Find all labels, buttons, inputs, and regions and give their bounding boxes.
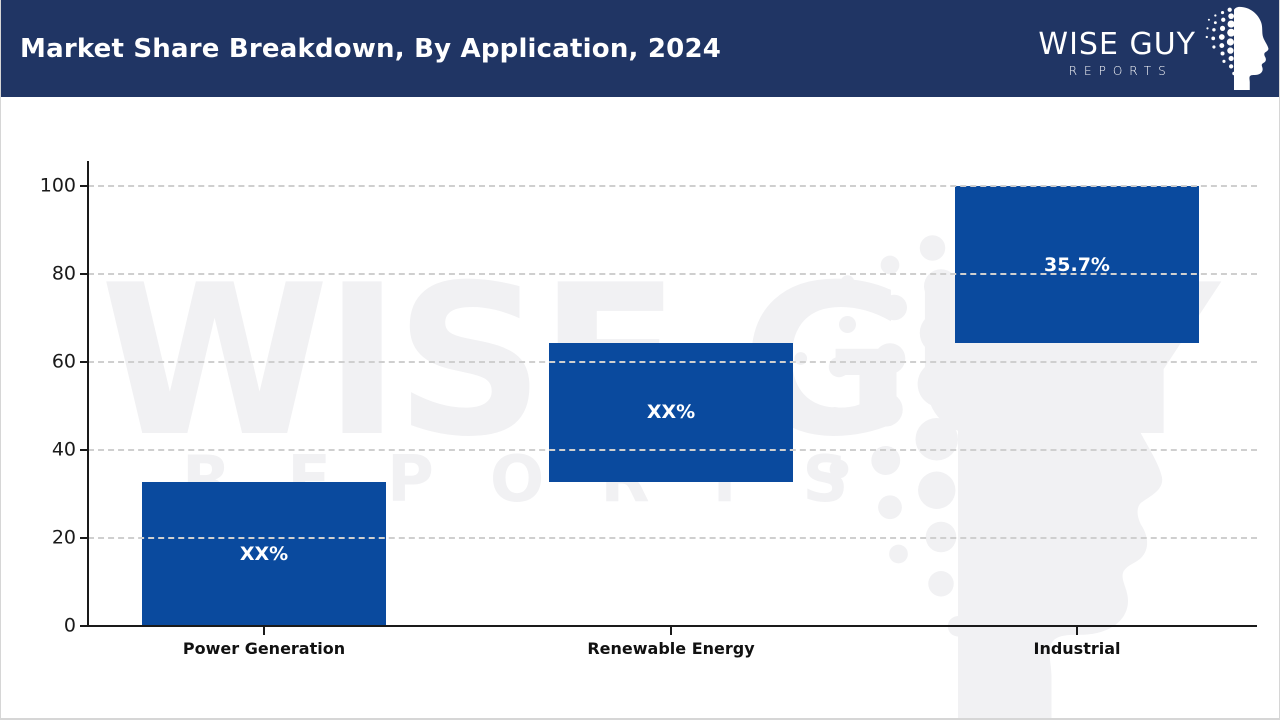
logo-subtext: REPORTS [1068,64,1173,78]
y-axis-tick-label: 20 [51,526,76,549]
y-axis-tick [80,625,88,627]
bar-renewable-energy [549,343,793,482]
bar-industrial [955,186,1199,344]
y-axis-tick-label: 0 [63,614,76,637]
y-axis-tick [80,361,88,363]
logo-head-dots-icon [1205,6,1269,90]
y-axis-tick-label: 80 [51,262,76,285]
x-axis-spine [87,625,1257,627]
x-axis-tick [1076,627,1078,635]
gridline-y40 [88,449,1257,451]
bar-value-label: XX% [239,542,289,565]
bar-power-generation [142,481,386,626]
gridline-y60 [88,361,1257,363]
chart-title: Market Share Breakdown, By Application, … [20,33,722,64]
y-axis-tick [80,449,88,451]
y-axis-tick [80,273,88,275]
gridline-y80 [88,273,1257,275]
x-axis-category-label: Renewable Energy [587,639,755,658]
x-axis-tick [263,627,265,635]
y-axis-tick [80,185,88,187]
y-axis-tick [80,537,88,539]
x-axis-category-label: Industrial [1033,639,1121,658]
y-axis-tick-label: 60 [51,350,76,373]
bar-value-label: XX% [646,401,696,424]
x-axis-category-label: Power Generation [182,639,346,658]
logo-wordmark: WISE GUY [1038,27,1196,62]
y-axis-tick-label: 100 [39,174,76,197]
y-axis-spine [87,161,89,627]
header-bar: Market Share Breakdown, By Application, … [0,0,1280,97]
gridline-y20 [88,537,1257,539]
bar-value-label: 35.7% [1044,253,1110,276]
gridline-y100 [88,185,1257,187]
x-axis-tick [670,627,672,635]
y-axis-tick-label: 40 [51,438,76,461]
wise-guy-reports-logo: WISE GUY REPORTS [1038,4,1270,90]
